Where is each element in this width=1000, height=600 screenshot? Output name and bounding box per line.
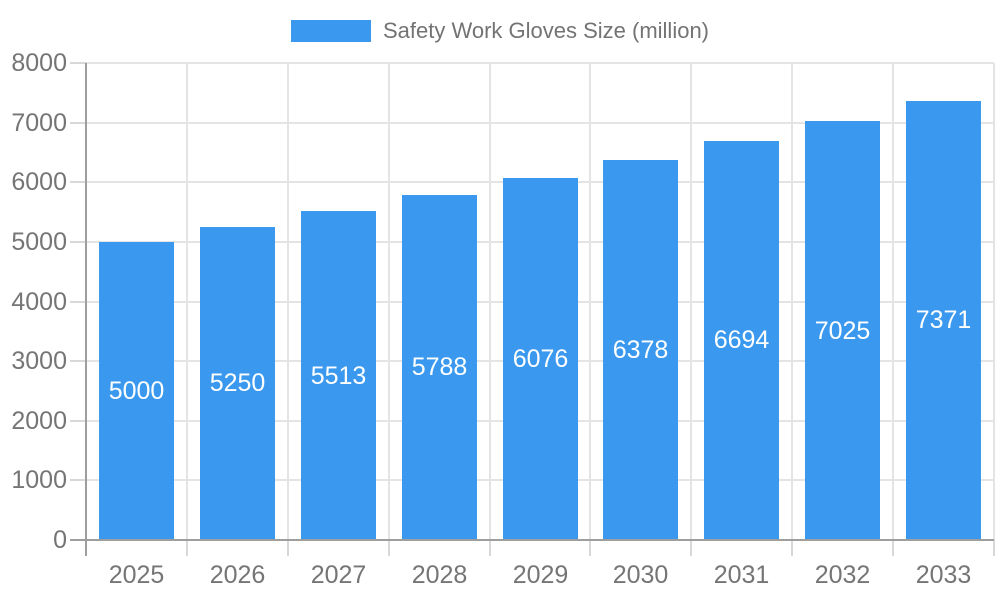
bar-value-label: 7025 bbox=[814, 317, 871, 345]
v-gridline bbox=[791, 63, 793, 540]
bar bbox=[200, 227, 275, 540]
x-axis-label: 2033 bbox=[915, 561, 972, 589]
x-axis-tick bbox=[993, 540, 995, 556]
x-axis-label: 2026 bbox=[209, 561, 266, 589]
y-axis-label: 7000 bbox=[11, 109, 67, 137]
y-axis-label: 5000 bbox=[11, 228, 67, 256]
y-axis-line bbox=[85, 63, 87, 556]
legend-item[interactable]: Safety Work Gloves Size (million) bbox=[0, 18, 1000, 44]
v-gridline bbox=[186, 63, 188, 540]
y-axis-tick bbox=[70, 181, 86, 183]
bar-value-label: 5000 bbox=[108, 377, 165, 405]
y-axis-tick bbox=[70, 479, 86, 481]
y-axis-tick bbox=[70, 122, 86, 124]
v-gridline bbox=[589, 63, 591, 540]
h-gridline bbox=[86, 62, 994, 64]
bar bbox=[402, 195, 477, 540]
v-gridline bbox=[489, 63, 491, 540]
x-axis-label: 2031 bbox=[713, 561, 770, 589]
x-axis-tick bbox=[186, 540, 188, 556]
x-axis-tick bbox=[287, 540, 289, 556]
legend-label: Safety Work Gloves Size (million) bbox=[382, 18, 709, 43]
bar bbox=[906, 101, 981, 540]
x-axis-label: 2025 bbox=[108, 561, 165, 589]
y-axis-tick bbox=[70, 301, 86, 303]
x-axis-label: 2030 bbox=[612, 561, 669, 589]
y-axis-label: 1000 bbox=[11, 466, 67, 494]
bar bbox=[805, 121, 880, 540]
bar-value-label: 6378 bbox=[612, 336, 669, 364]
h-gridline bbox=[86, 122, 994, 124]
y-axis-tick bbox=[70, 62, 86, 64]
y-axis-label: 2000 bbox=[11, 407, 67, 435]
y-axis-label: 8000 bbox=[11, 49, 67, 77]
x-axis-tick bbox=[791, 540, 793, 556]
bar bbox=[704, 141, 779, 540]
x-axis-line bbox=[70, 539, 994, 541]
y-axis-label: 0 bbox=[53, 526, 67, 554]
bar-value-label: 5513 bbox=[310, 362, 367, 390]
x-axis-label: 2032 bbox=[814, 561, 871, 589]
bar-value-label: 5788 bbox=[411, 353, 468, 381]
bar bbox=[503, 178, 578, 540]
x-axis-label: 2028 bbox=[411, 561, 468, 589]
x-axis-tick bbox=[489, 540, 491, 556]
x-axis-label: 2027 bbox=[310, 561, 367, 589]
bar-value-label: 5250 bbox=[209, 369, 266, 397]
y-axis-tick bbox=[70, 360, 86, 362]
y-axis-tick bbox=[70, 420, 86, 422]
bar bbox=[603, 160, 678, 540]
y-axis-label: 6000 bbox=[11, 168, 67, 196]
legend-swatch bbox=[290, 20, 371, 42]
bar-value-label: 6076 bbox=[512, 345, 569, 373]
v-gridline bbox=[993, 63, 995, 540]
bar bbox=[301, 211, 376, 540]
x-axis-tick bbox=[388, 540, 390, 556]
v-gridline bbox=[690, 63, 692, 540]
x-axis-label: 2029 bbox=[512, 561, 569, 589]
v-gridline bbox=[287, 63, 289, 540]
y-axis-label: 4000 bbox=[11, 288, 67, 316]
x-axis-tick bbox=[892, 540, 894, 556]
bar-value-label: 6694 bbox=[713, 326, 770, 354]
y-axis-tick bbox=[70, 241, 86, 243]
v-gridline bbox=[388, 63, 390, 540]
v-gridline bbox=[892, 63, 894, 540]
y-axis-label: 3000 bbox=[11, 347, 67, 375]
x-axis-tick bbox=[690, 540, 692, 556]
x-axis-tick bbox=[589, 540, 591, 556]
bar bbox=[99, 242, 174, 540]
bar-value-label: 7371 bbox=[915, 306, 972, 334]
